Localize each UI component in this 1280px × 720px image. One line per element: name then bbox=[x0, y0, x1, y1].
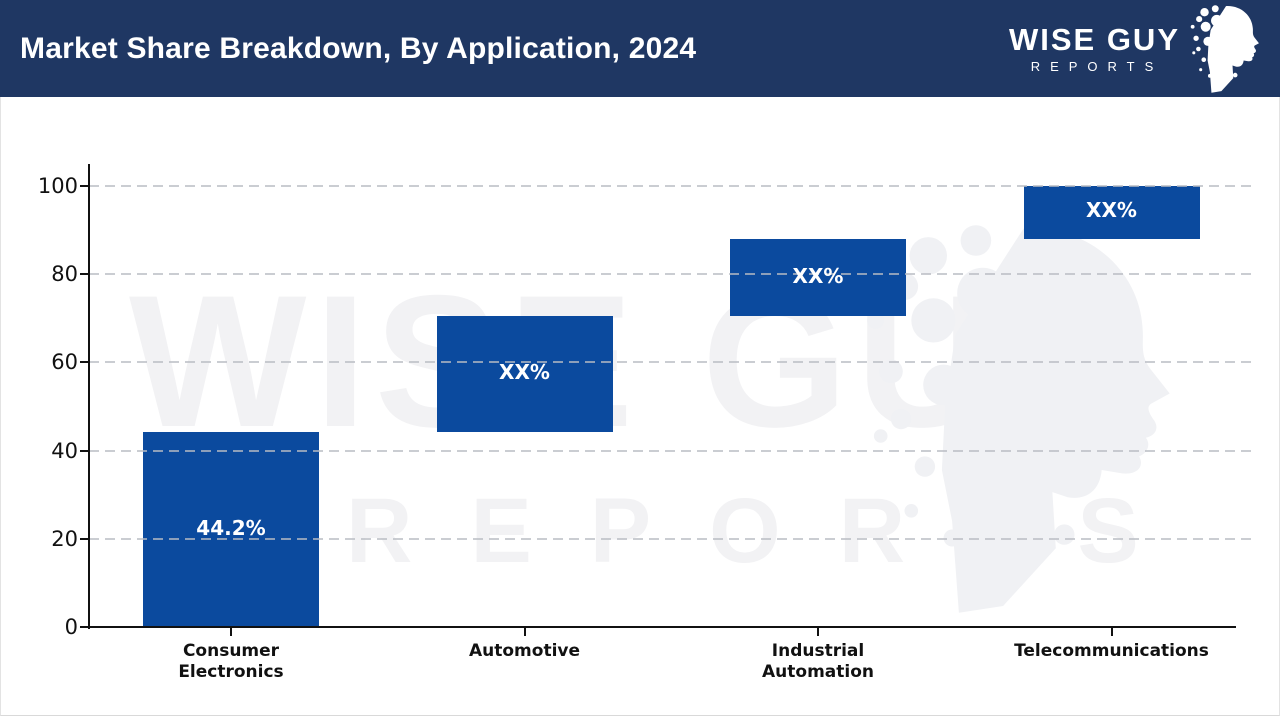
gridline bbox=[89, 273, 1253, 276]
y-axis-tick bbox=[80, 626, 88, 628]
y-axis-tick-label: 0 bbox=[64, 615, 78, 639]
brand-name: WISE GUY bbox=[1008, 21, 1180, 57]
brand-logo: WISE GUY REPORTS bbox=[1009, 3, 1266, 95]
bar-telecommunications bbox=[1023, 186, 1200, 239]
x-axis-category-label: Telecommunications bbox=[1014, 641, 1209, 661]
x-axis-category-label: Consumer Electronics bbox=[178, 641, 284, 683]
x-axis-line bbox=[88, 626, 1236, 628]
y-axis-tick bbox=[80, 449, 88, 452]
page-title: Market Share Breakdown, By Application, … bbox=[20, 31, 697, 65]
y-axis-tick bbox=[80, 361, 88, 364]
y-axis-tick bbox=[80, 273, 88, 276]
header-bar: Market Share Breakdown, By Application, … bbox=[0, 0, 1280, 97]
x-axis-tick bbox=[817, 628, 819, 636]
y-axis-tick-label: 20 bbox=[51, 526, 78, 551]
brand-logo-text: WISE GUY REPORTS bbox=[1009, 24, 1180, 74]
y-axis-line bbox=[88, 164, 90, 629]
bar-value-label: 44.2% bbox=[196, 515, 266, 540]
gridline bbox=[89, 537, 1253, 540]
gridline bbox=[89, 185, 1253, 187]
brand-subname: REPORTS bbox=[1030, 58, 1164, 74]
y-axis-tick-label: 80 bbox=[51, 262, 78, 287]
bar-value-label: XX% bbox=[792, 263, 844, 288]
y-axis-tick bbox=[80, 185, 88, 187]
bar-value-label: XX% bbox=[1086, 198, 1137, 223]
gridline bbox=[89, 361, 1253, 364]
y-axis-tick-label: 100 bbox=[37, 174, 78, 198]
bar-automotive bbox=[436, 316, 613, 433]
bar-industrial-automation bbox=[730, 238, 906, 317]
chart-plot-area: WISE GUY REPORTS 44.2% XX% XX% XX% 0 20 40 60 80… bbox=[0, 97, 1280, 716]
y-axis-tick-label: 60 bbox=[51, 350, 78, 375]
wise-guy-head-icon bbox=[1190, 4, 1259, 93]
x-axis-tick bbox=[230, 628, 232, 636]
x-axis-tick bbox=[1110, 628, 1113, 636]
x-axis-tick bbox=[523, 628, 526, 636]
bar-consumer-electronics bbox=[143, 432, 319, 627]
bar-value-label: XX% bbox=[499, 360, 550, 385]
x-axis-category-label: Industrial Automation bbox=[762, 641, 874, 683]
gridline bbox=[89, 449, 1253, 452]
y-axis-tick-label: 40 bbox=[51, 438, 78, 463]
x-axis-category-label: Automotive bbox=[468, 641, 581, 661]
y-axis-tick bbox=[80, 537, 88, 540]
